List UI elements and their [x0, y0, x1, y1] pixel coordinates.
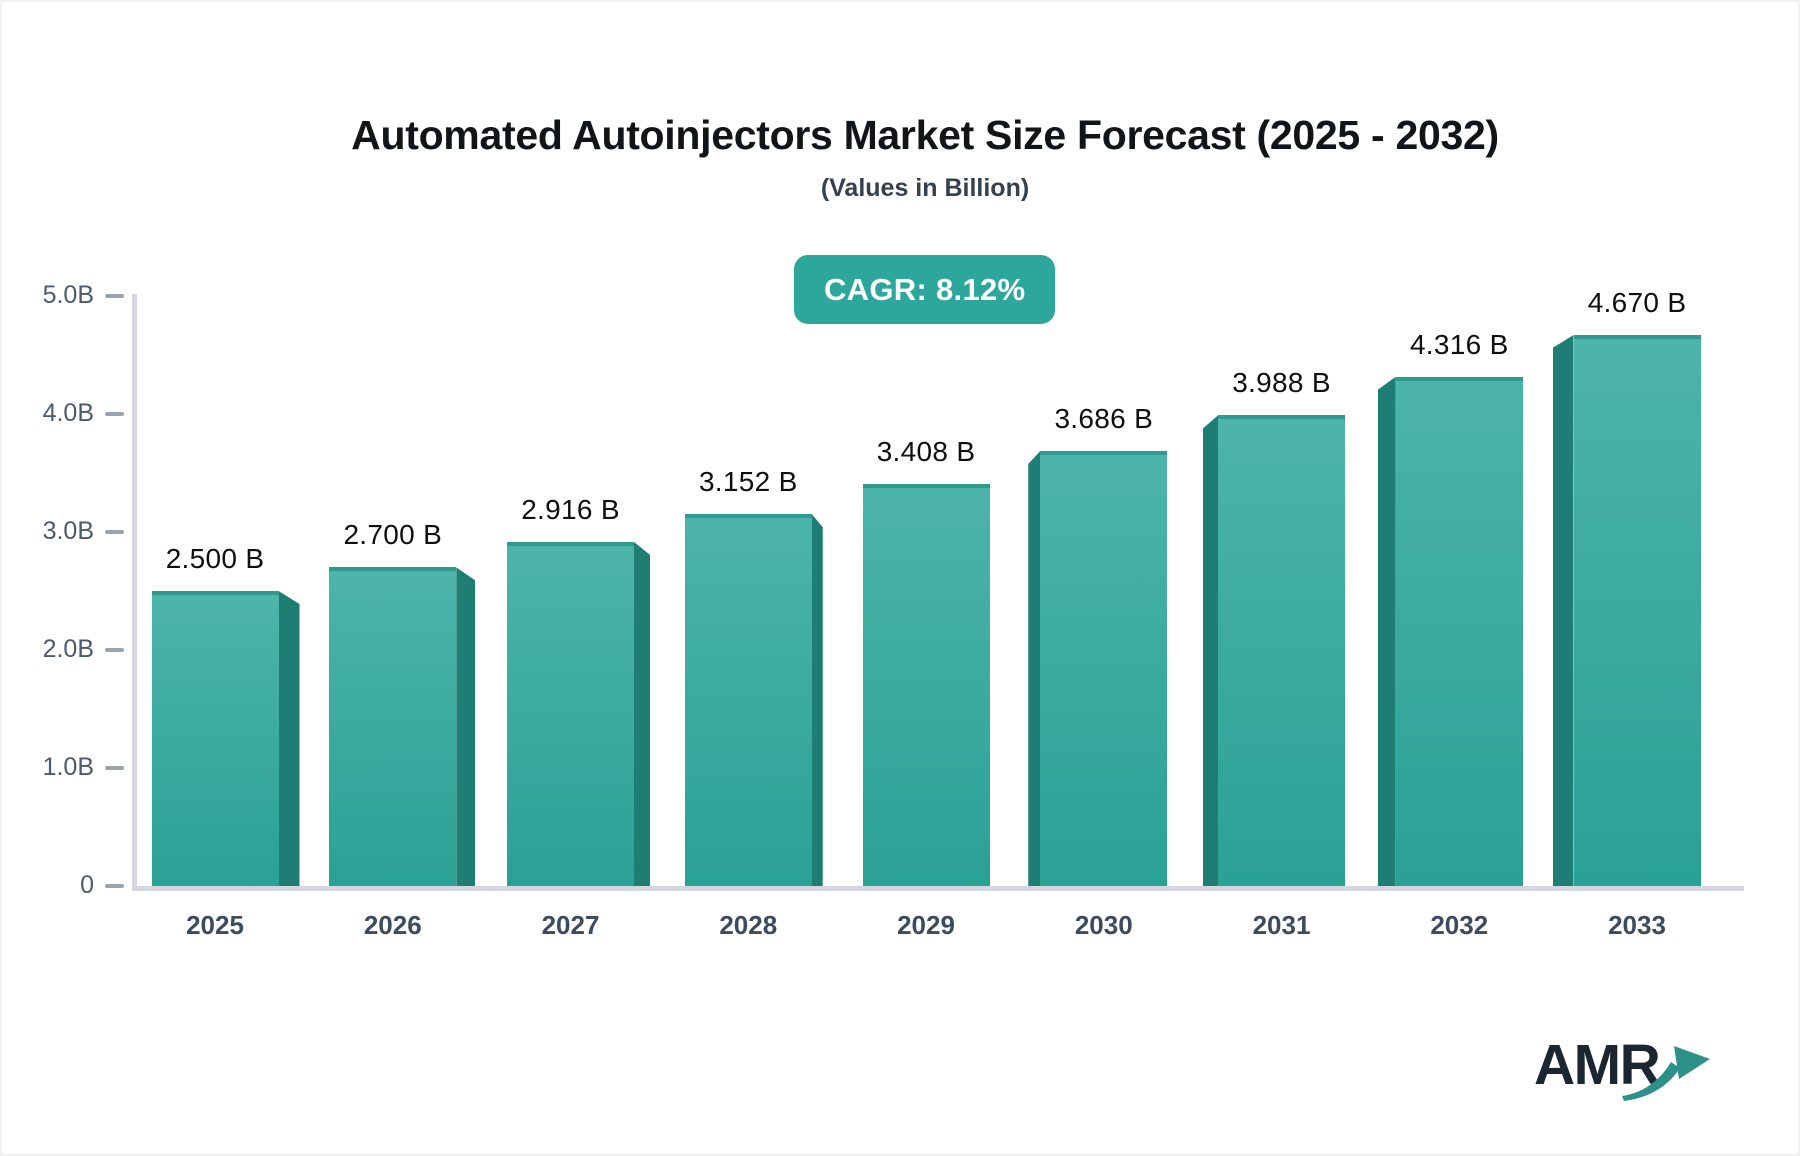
x-axis-label: 2030	[1074, 910, 1133, 940]
x-axis-label: 2033	[1608, 910, 1666, 940]
y-axis-tick-label: 1.0B	[42, 753, 94, 781]
bar-3d-side	[1377, 376, 1396, 886]
y-axis-tick-label: 3.0B	[42, 517, 94, 545]
bar-3d-side	[1552, 334, 1574, 886]
y-axis-tick-mark	[105, 294, 124, 298]
y-axis-tick-mark	[105, 412, 124, 416]
bar-value-label: 3.408 B	[876, 435, 976, 467]
cagr-badge-label: CAGR: 8.12%	[824, 271, 1026, 307]
bar	[684, 514, 812, 886]
bar	[329, 567, 457, 886]
trend-up-arrow-icon	[1622, 1046, 1710, 1101]
x-axis-baseline	[132, 886, 1744, 891]
bar	[1395, 376, 1523, 886]
x-axis-label: 2031	[1252, 910, 1311, 940]
x-axis-label: 2027	[541, 910, 600, 940]
bar-3d-side	[456, 567, 476, 886]
cagr-badge: CAGR: 8.12%	[794, 255, 1056, 324]
x-axis-label: 2029	[897, 910, 955, 940]
y-axis-tick-label: 0	[80, 871, 94, 899]
x-axis-label: 2026	[363, 910, 422, 940]
y-axis-tick-label: 5.0B	[42, 281, 94, 309]
y-axis-tick-label: 2.0B	[42, 635, 94, 663]
y-axis-tick-label: 4.0B	[42, 399, 94, 427]
bar-3d-side	[278, 591, 300, 886]
y-axis-tick-mark	[105, 766, 124, 770]
bar-3d-side	[1028, 451, 1041, 886]
bar-value-label: 2.500 B	[165, 543, 265, 574]
y-axis-line	[132, 294, 137, 891]
bar-value-label: 2.916 B	[521, 493, 620, 525]
bar	[151, 591, 279, 886]
bar-3d-side	[1203, 415, 1218, 886]
bar-value-label: 3.988 B	[1232, 367, 1331, 399]
amr-logo-text: AMR	[1534, 1033, 1661, 1097]
chart-subtitle: (Values in Billion)	[820, 174, 1030, 202]
bar-value-label: 3.152 B	[698, 466, 798, 498]
y-axis-tick-mark	[105, 884, 124, 888]
bar	[1040, 451, 1168, 886]
bar-value-label: 4.316 B	[1409, 328, 1509, 360]
bar	[1218, 415, 1345, 886]
y-axis-tick-mark	[105, 648, 124, 652]
bar-value-label: 2.700 B	[343, 519, 443, 551]
bar-value-label: 3.686 B	[1054, 403, 1154, 435]
x-axis-label: 2025	[186, 910, 244, 940]
amr-logo: AMR	[1534, 1032, 1734, 1118]
bar-3d-side	[634, 541, 650, 886]
chart-header: Automated Autoinjectors Market Size Fore…	[32, 112, 1798, 203]
chart-title: Automated Autoinjectors Market Size Fore…	[351, 112, 1499, 158]
x-axis-label: 2032	[1430, 910, 1489, 940]
bar	[507, 541, 634, 886]
bar	[862, 483, 990, 886]
x-axis-label: 2028	[719, 910, 778, 940]
bar	[1573, 334, 1701, 886]
bar-3d-side	[811, 514, 823, 886]
bar-value-label: 4.670 B	[1587, 286, 1687, 318]
y-axis-tick-mark	[105, 530, 124, 534]
